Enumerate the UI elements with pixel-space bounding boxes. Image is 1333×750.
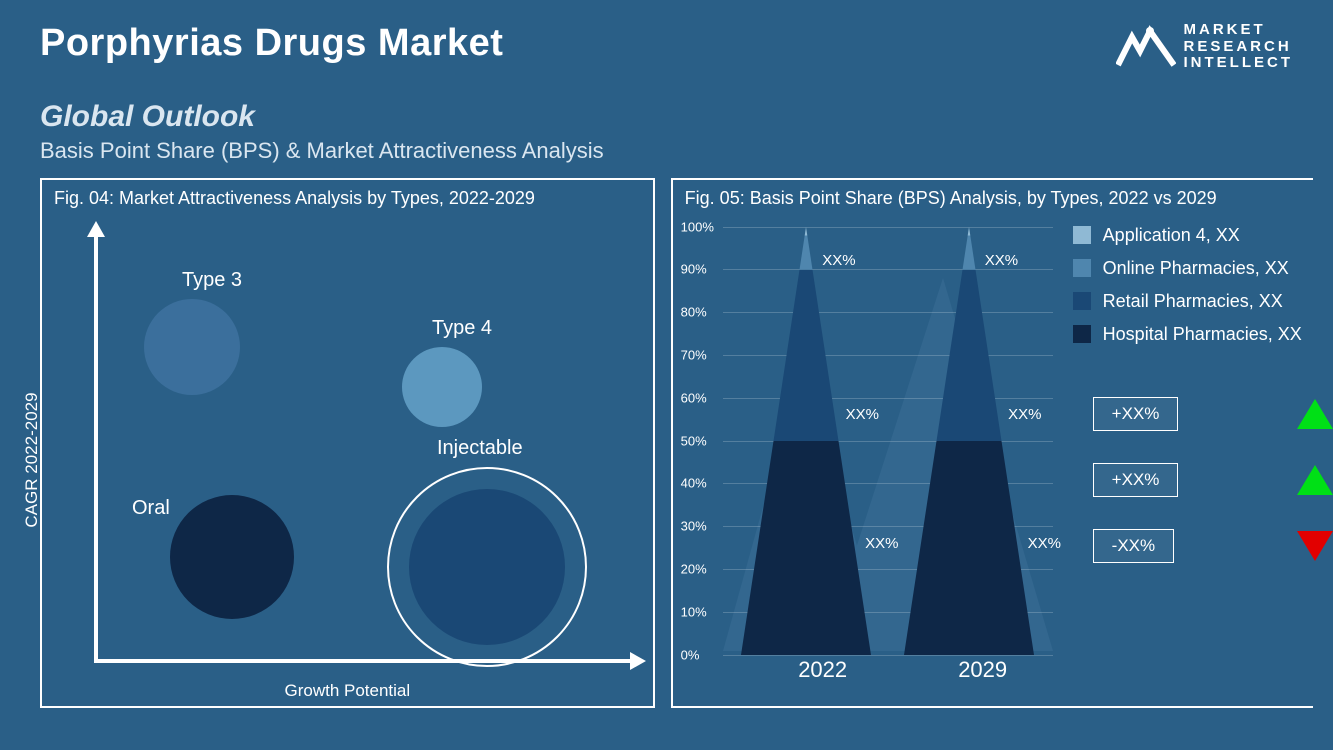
x-axis-label: Growth Potential <box>284 681 410 701</box>
arrow-down-icon <box>1297 531 1333 561</box>
x-category-label: 2029 <box>958 657 1007 683</box>
cone: XX%XX%XX% <box>741 227 876 651</box>
section-title: Global Outlook <box>40 100 1293 134</box>
brand-logo: MARKET RESEARCH INTELLECT <box>1116 22 1294 72</box>
legend-item: Hospital Pharmacies, XX <box>1073 324 1333 345</box>
section-caption: Basis Point Share (BPS) & Market Attract… <box>40 138 1293 164</box>
segment-label: XX% <box>846 406 879 423</box>
x-axis-arrow <box>94 659 634 663</box>
fig05-indicators: +XX% +XX% -XX% <box>1093 397 1333 595</box>
segment-label: XX% <box>1028 535 1061 552</box>
y-tick-label: 90% <box>681 262 707 277</box>
y-axis-arrow <box>94 233 98 663</box>
indicator-value: -XX% <box>1093 529 1174 563</box>
bubble-label: Injectable <box>437 437 523 460</box>
y-tick-label: 50% <box>681 433 707 448</box>
legend-swatch <box>1073 292 1091 310</box>
segment-label: XX% <box>865 535 898 552</box>
y-tick-label: 80% <box>681 305 707 320</box>
legend-swatch <box>1073 325 1091 343</box>
logo-icon <box>1116 23 1176 71</box>
charts-row: Fig. 04: Market Attractiveness Analysis … <box>0 164 1333 708</box>
cone: XX%XX%XX% <box>904 227 1039 651</box>
y-tick-label: 60% <box>681 390 707 405</box>
y-tick-label: 0% <box>681 647 700 662</box>
arrow-up-icon <box>1297 465 1333 495</box>
y-axis-label: CAGR 2022-2029 <box>22 392 42 527</box>
legend-label: Retail Pharmacies, XX <box>1103 291 1283 312</box>
gridline <box>723 655 1053 656</box>
y-tick-label: 20% <box>681 561 707 576</box>
segment-label: XX% <box>822 252 855 269</box>
legend-item: Online Pharmacies, XX <box>1073 258 1333 279</box>
bubble <box>402 347 482 427</box>
indicator-row: +XX% <box>1093 463 1333 497</box>
page-title: Porphyrias Drugs Market <box>40 22 503 65</box>
fig05-legend: Application 4, XX Online Pharmacies, XX Re… <box>1073 225 1333 357</box>
y-tick-label: 10% <box>681 604 707 619</box>
subheader: Global Outlook Basis Point Share (BPS) &… <box>0 72 1333 164</box>
logo-text: MARKET RESEARCH INTELLECT <box>1184 22 1294 72</box>
bubble-label: Oral <box>132 497 170 520</box>
y-tick-label: 40% <box>681 476 707 491</box>
bubble <box>409 489 565 645</box>
fig05-bps-chart: Fig. 05: Basis Point Share (BPS) Analysi… <box>671 178 1313 708</box>
bubble-label: Type 4 <box>432 317 492 340</box>
legend-swatch <box>1073 226 1091 244</box>
indicator-value: +XX% <box>1093 397 1179 431</box>
fig04-plot-area: CAGR 2022-2029 Growth Potential Type 3Ty… <box>42 217 653 703</box>
legend-label: Online Pharmacies, XX <box>1103 258 1289 279</box>
segment-label: XX% <box>1008 406 1041 423</box>
bubble <box>170 495 294 619</box>
y-tick-label: 30% <box>681 519 707 534</box>
legend-swatch <box>1073 259 1091 277</box>
bubble <box>144 299 240 395</box>
indicator-row: +XX% <box>1093 397 1333 431</box>
arrow-up-icon <box>1297 399 1333 429</box>
legend-item: Application 4, XX <box>1073 225 1333 246</box>
fig04-attractiveness-chart: Fig. 04: Market Attractiveness Analysis … <box>40 178 655 708</box>
legend-label: Hospital Pharmacies, XX <box>1103 324 1302 345</box>
segment-label: XX% <box>985 252 1018 269</box>
header: Porphyrias Drugs Market MARKET RESEARCH … <box>0 0 1333 72</box>
x-category-label: 2022 <box>798 657 847 683</box>
fig04-title: Fig. 04: Market Attractiveness Analysis … <box>42 180 653 217</box>
y-tick-label: 70% <box>681 347 707 362</box>
bubble-label: Type 3 <box>182 269 242 292</box>
fig05-plot-area: 0% 10% 20% 30% 40% 50% 60% 70% 80% 90% 100% XX% XX% X… <box>673 217 1313 703</box>
indicator-value: +XX% <box>1093 463 1179 497</box>
fig05-title: Fig. 05: Basis Point Share (BPS) Analysi… <box>673 180 1313 217</box>
indicator-row: -XX% <box>1093 529 1333 563</box>
cones-container: XX%XX%XX%XX%XX%XX% <box>728 227 1053 651</box>
legend-label: Application 4, XX <box>1103 225 1240 246</box>
y-tick-label: 100% <box>681 219 714 234</box>
legend-item: Retail Pharmacies, XX <box>1073 291 1333 312</box>
